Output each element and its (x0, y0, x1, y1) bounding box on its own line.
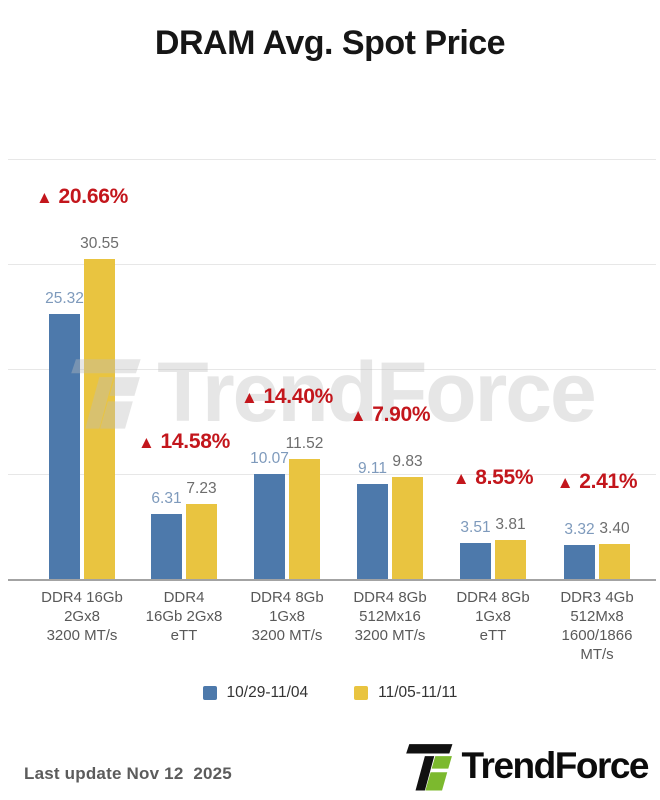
category-label-line: MT/s (580, 646, 614, 663)
bar-week1 (564, 545, 595, 580)
x-axis-line (8, 579, 656, 581)
category-label-line: 512Mx8 (570, 608, 624, 625)
bar-week2 (392, 477, 423, 580)
value-label: 3.51 (460, 519, 491, 536)
bar-week1 (357, 484, 388, 580)
gridline (8, 159, 656, 160)
change-annotation: ▲ 14.40% (241, 385, 333, 409)
change-annotation: ▲ 8.55% (453, 466, 534, 490)
category-label-line: 3200 MT/s (354, 627, 426, 644)
up-triangle-icon: ▲ (241, 388, 258, 407)
category-label-line: 1Gx8 (269, 608, 305, 625)
up-triangle-icon: ▲ (36, 188, 53, 207)
legend-swatch-icon (202, 686, 217, 700)
bar-week1 (460, 543, 491, 580)
category-label: DDR4 16Gb 2Gx8 3200 MT/s (25, 588, 139, 645)
change-percent: 8.55% (475, 466, 534, 489)
value-label: 3.32 (564, 521, 595, 538)
change-percent: 2.41% (579, 470, 638, 493)
change-annotation: ▲ 7.90% (350, 403, 431, 427)
value-label: 30.55 (80, 235, 119, 252)
value-label: 25.32 (45, 290, 84, 307)
legend: 10/29-11/04 11/05-11/11 (0, 684, 660, 702)
up-triangle-icon: ▲ (349, 406, 367, 425)
legend-label: 10/29-11/04 (226, 684, 309, 701)
value-label: 9.11 (357, 460, 388, 477)
legend-item: 11/05-11/11 (354, 684, 457, 702)
legend-swatch-icon (354, 686, 369, 700)
bar-week1 (254, 474, 285, 580)
bar-week2 (599, 544, 630, 580)
category-label-line: 512Mx16 (359, 608, 421, 625)
category-label-line: DDR4 8Gb (250, 589, 324, 606)
category-label-line: eTT (170, 627, 198, 644)
category-label-line: 1Gx8 (475, 608, 511, 625)
up-triangle-icon: ▲ (138, 433, 155, 452)
up-triangle-icon: ▲ (452, 469, 470, 488)
value-label: 7.23 (186, 480, 217, 497)
bar-week2 (84, 259, 115, 580)
bar-week2 (186, 504, 217, 580)
category-label: DDR4 8Gb 512Mx16 3200 MT/s (333, 588, 447, 645)
category-label-line: 16Gb 2Gx8 (145, 608, 223, 625)
value-label: 3.81 (495, 516, 526, 533)
up-triangle-icon: ▲ (556, 473, 574, 492)
page-title: DRAM Avg. Spot Price (154, 24, 506, 62)
gridline (8, 474, 656, 475)
category-label-line: eTT (479, 627, 507, 644)
legend-item: 10/29-11/04 (202, 684, 309, 702)
change-annotation: ▲ 20.66% (36, 185, 128, 209)
category-label-line: 3200 MT/s (251, 627, 323, 644)
category-label: DDR4 16Gb 2Gx8 eTT (127, 588, 241, 645)
value-label: 11.52 (285, 435, 324, 452)
category-label: DDR3 4Gb 512Mx8 1600/1866 MT/s (540, 588, 654, 664)
category-label-line: 3200 MT/s (46, 627, 118, 644)
change-annotation: ▲ 14.58% (138, 430, 230, 454)
category-label-line: DDR4 16Gb (41, 589, 123, 606)
change-percent: 20.66% (58, 185, 129, 208)
brand-name: TrendForce (461, 745, 650, 786)
change-percent: 14.40% (263, 385, 334, 408)
bar-week2 (495, 540, 526, 580)
category-label-line: 1600/1866 (561, 627, 633, 644)
category-label-line: 2Gx8 (64, 608, 100, 625)
last-update-text: Last update Nov 12 2025 (24, 764, 232, 783)
change-percent: 7.90% (372, 403, 431, 426)
gridline (8, 369, 656, 370)
trendforce-logo-icon (405, 744, 452, 791)
category-label: DDR4 8Gb 1Gx8 3200 MT/s (230, 588, 344, 645)
change-annotation: ▲ 2.41% (557, 470, 638, 494)
value-label: 6.31 (151, 490, 182, 507)
brand-logo: TrendForce (402, 740, 649, 792)
legend-label: 11/05-11/11 (378, 684, 458, 701)
gridline (8, 264, 656, 265)
value-label: 9.83 (392, 453, 423, 470)
change-percent: 14.58% (160, 430, 231, 453)
category-label: DDR4 8Gb 1Gx8 eTT (436, 588, 550, 645)
bar-week1 (49, 314, 80, 580)
bar-week2 (289, 459, 320, 580)
value-label: 3.40 (599, 520, 630, 537)
value-label: 10.07 (250, 450, 289, 467)
category-label-line: DDR4 (163, 589, 205, 606)
category-label-line: DDR3 4Gb (560, 589, 634, 606)
bar-week1 (151, 514, 182, 580)
category-label-line: DDR4 8Gb (353, 589, 427, 606)
category-label-line: DDR4 8Gb (456, 589, 530, 606)
